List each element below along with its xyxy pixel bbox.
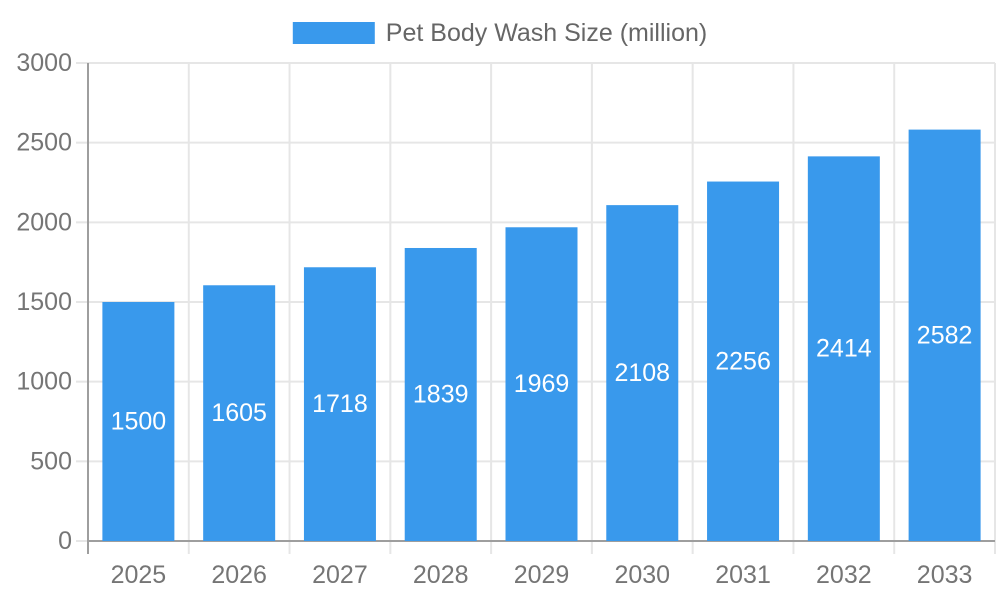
- x-axis-tick-label: 2032: [816, 561, 872, 589]
- bar-value-label: 1500: [111, 408, 167, 436]
- x-axis-tick-label: 2027: [312, 561, 368, 589]
- bar-2025[interactable]: [102, 302, 175, 541]
- bar-2033[interactable]: [908, 129, 981, 542]
- bar-2027[interactable]: [303, 267, 376, 541]
- bar-2028[interactable]: [404, 247, 477, 541]
- x-axis-tick-label: 2033: [917, 561, 973, 589]
- x-axis-tick-label: 2025: [111, 561, 167, 589]
- x-axis-tick-label: 2030: [614, 561, 670, 589]
- x-axis-tick-label: 2029: [514, 561, 570, 589]
- y-axis-tick-label: 500: [30, 447, 72, 475]
- chart-legend[interactable]: Pet Body Wash Size (million): [292, 19, 708, 47]
- bar-value-label: 2414: [816, 335, 872, 363]
- bar-value-label: 2582: [917, 321, 973, 349]
- bar-value-label: 1969: [514, 370, 570, 398]
- bar-value-label: 2256: [715, 347, 771, 375]
- bar-2029[interactable]: [505, 227, 578, 542]
- bar-value-label: 1839: [413, 380, 469, 408]
- legend-series-label: Pet Body Wash Size (million): [385, 19, 708, 47]
- bar-2026[interactable]: [203, 285, 276, 541]
- bar-value-label: 1605: [211, 399, 267, 427]
- y-axis-tick-label: 0: [58, 527, 72, 555]
- x-axis-tick-label: 2026: [211, 561, 267, 589]
- x-axis-tick-label: 2028: [413, 561, 469, 589]
- bar-2030[interactable]: [606, 205, 679, 541]
- y-axis-tick-label: 2000: [16, 208, 72, 236]
- y-axis-tick-label: 1500: [16, 288, 72, 316]
- y-axis-tick-label: 2500: [16, 129, 72, 157]
- bar-value-label: 1718: [312, 390, 368, 418]
- x-axis-tick-label: 2031: [715, 561, 771, 589]
- legend-color-swatch: [292, 22, 375, 44]
- bar-value-label: 2108: [614, 359, 670, 387]
- y-axis-tick-label: 3000: [16, 49, 72, 77]
- y-axis-tick-label: 1000: [16, 368, 72, 396]
- bar-2032[interactable]: [807, 156, 880, 542]
- bar-2031[interactable]: [707, 181, 780, 541]
